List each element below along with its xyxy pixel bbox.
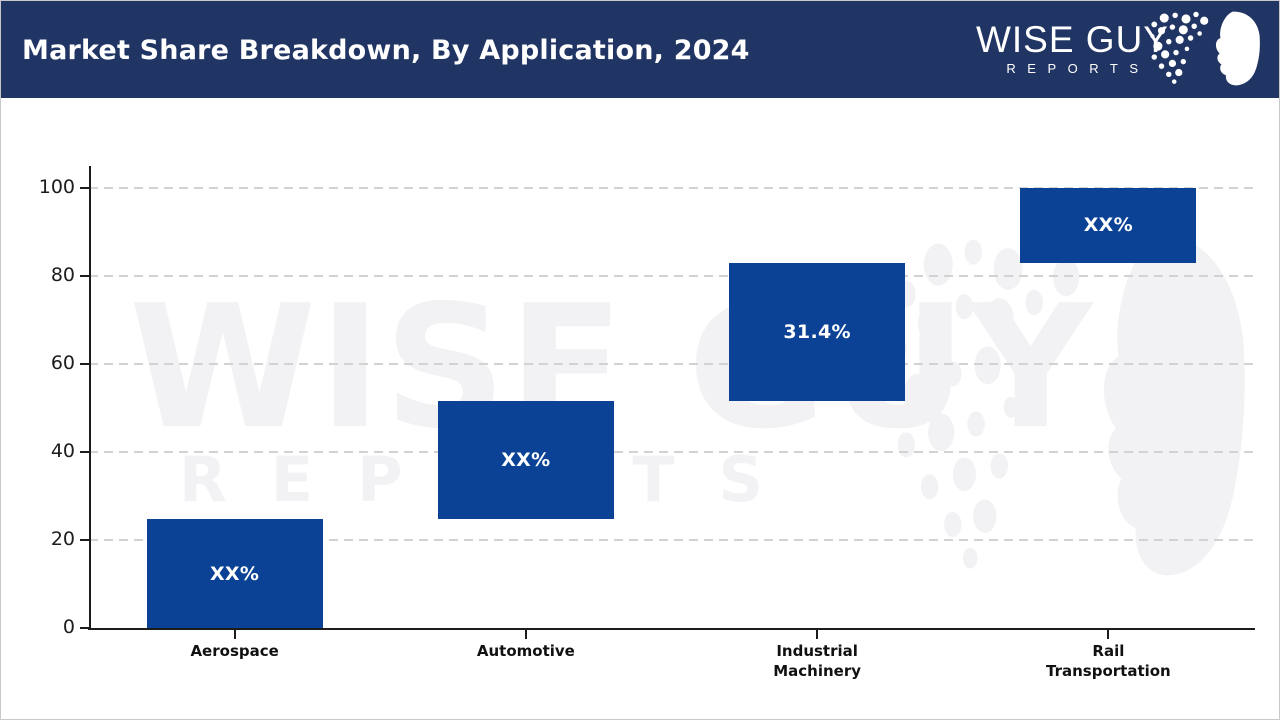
- y-axis-line: [89, 166, 91, 630]
- bar-value-label-aerospace: XX%: [209, 562, 260, 585]
- bar-value-label-automotive: XX%: [501, 449, 551, 472]
- gridline-20: [89, 539, 1254, 541]
- y-tick-mark-100: [80, 187, 89, 189]
- bar-aerospace: XX%: [146, 519, 323, 628]
- logo-subtitle: REPORTS: [1006, 61, 1150, 77]
- x-tick-mark-rail-transportation: [1107, 630, 1110, 639]
- x-tick-mark-automotive: [524, 630, 527, 639]
- logo-wordmark: WISE GUY: [975, 18, 1169, 60]
- y-tick-mark-20: [80, 539, 89, 541]
- y-tick-mark-0: [80, 627, 89, 629]
- bar-value-label-rail-transportation: XX%: [1083, 214, 1133, 237]
- bar-industrial-machinery: 31.4%: [729, 262, 906, 401]
- x-tick-label-rail-transportation: Rail Transportation: [1046, 642, 1171, 681]
- y-tick-mark-80: [80, 275, 89, 277]
- x-tick-mark-industrial-machinery: [816, 630, 819, 639]
- gridline-100: [89, 187, 1254, 189]
- bar-rail-transportation: XX%: [1020, 188, 1197, 263]
- y-tick-label-40: 40: [50, 440, 75, 462]
- y-tick-mark-40: [80, 451, 89, 453]
- y-tick-label-80: 80: [50, 264, 75, 286]
- y-tick-mark-60: [80, 363, 89, 365]
- watermark-face-icon: [883, 227, 1261, 579]
- chart-title: Market Share Breakdown, By Application, …: [22, 35, 750, 66]
- bar-value-label-industrial-machinery: 31.4%: [783, 320, 851, 343]
- gridline-60: [89, 363, 1254, 365]
- x-tick-mark-aerospace: [233, 630, 236, 639]
- x-tick-label-industrial-machinery: Industrial Machinery: [773, 642, 862, 681]
- header-bar: Market Share Breakdown, By Application, …: [1, 1, 1279, 98]
- wiseguy-logo: WISE GUY REPORTS: [976, 9, 1265, 87]
- y-tick-label-20: 20: [50, 528, 75, 550]
- gridline-40: [89, 451, 1254, 453]
- wiseguy-logo-text: WISE GUY REPORTS: [975, 18, 1169, 77]
- gridline-80: [89, 275, 1254, 277]
- y-tick-label-0: 0: [62, 616, 75, 638]
- x-tick-label-automotive: Automotive: [476, 642, 575, 660]
- y-tick-label-100: 100: [38, 176, 75, 198]
- x-axis-line: [88, 628, 1255, 630]
- y-tick-label-60: 60: [50, 352, 75, 374]
- x-tick-label-aerospace: Aerospace: [190, 642, 279, 660]
- bar-automotive: XX%: [437, 400, 614, 520]
